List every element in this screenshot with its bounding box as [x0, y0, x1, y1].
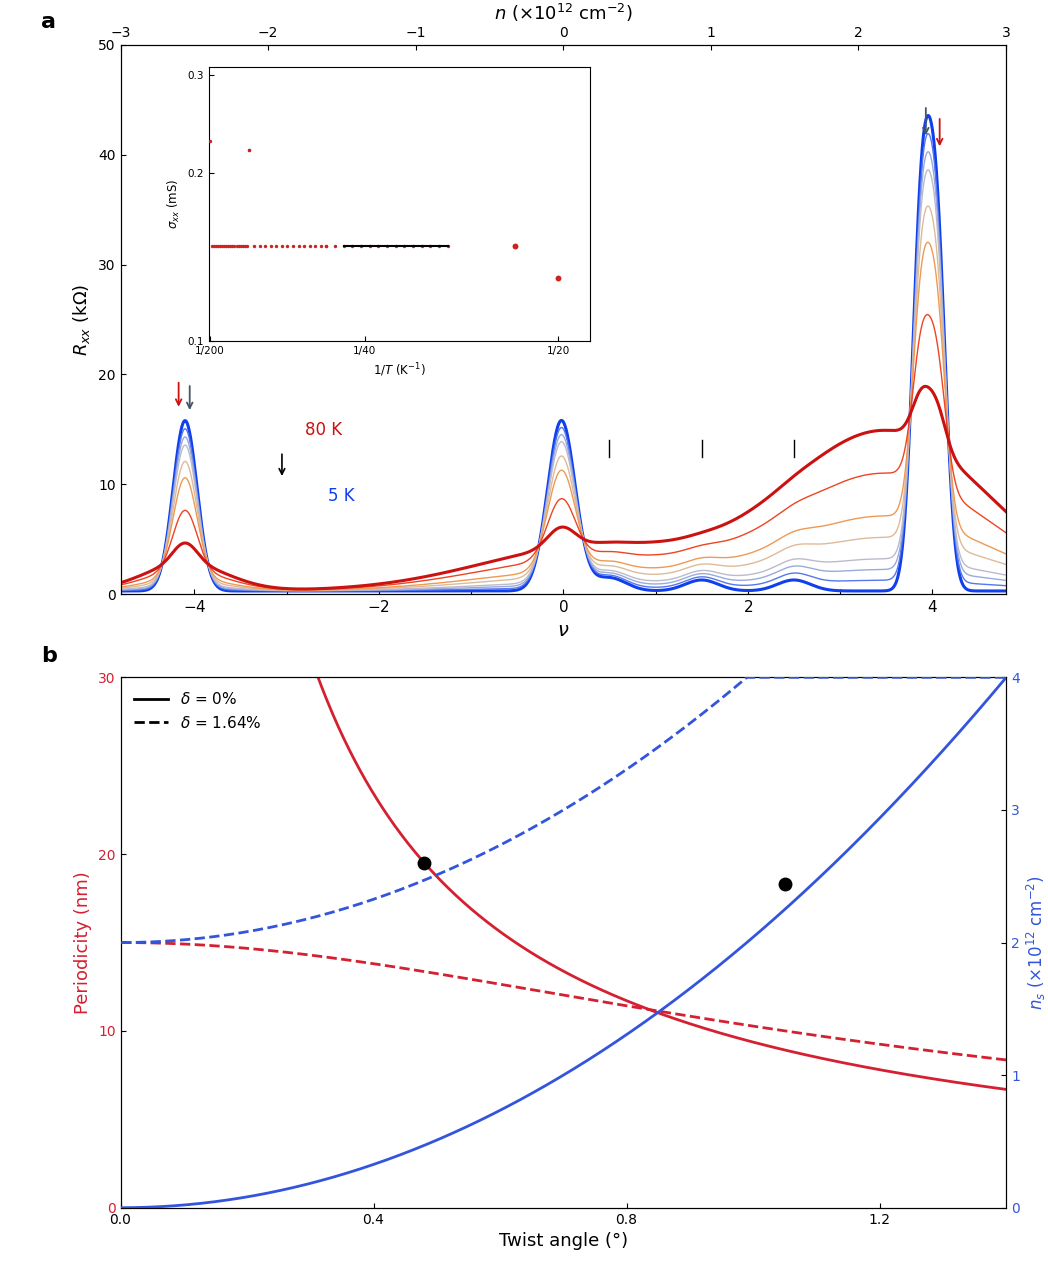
Y-axis label: $R_{xx}$ (k$\Omega$): $R_{xx}$ (k$\Omega$)	[71, 284, 92, 355]
X-axis label: Twist angle (°): Twist angle (°)	[499, 1232, 628, 1250]
Text: b: b	[41, 645, 57, 666]
Text: 5 K: 5 K	[328, 487, 354, 505]
Y-axis label: $n_s$ ($\times$10$^{12}$ cm$^{-2}$): $n_s$ ($\times$10$^{12}$ cm$^{-2}$)	[1025, 875, 1048, 1010]
Legend: $\delta$ = 0%, $\delta$ = 1.64%: $\delta$ = 0%, $\delta$ = 1.64%	[128, 685, 267, 737]
Text: a: a	[41, 12, 56, 32]
X-axis label: $n$ ($\times$10$^{12}$ cm$^{-2}$): $n$ ($\times$10$^{12}$ cm$^{-2}$)	[494, 3, 633, 24]
Y-axis label: Periodicity (nm): Periodicity (nm)	[74, 872, 92, 1013]
X-axis label: $\nu$: $\nu$	[558, 621, 569, 640]
Text: 80 K: 80 K	[305, 420, 342, 438]
